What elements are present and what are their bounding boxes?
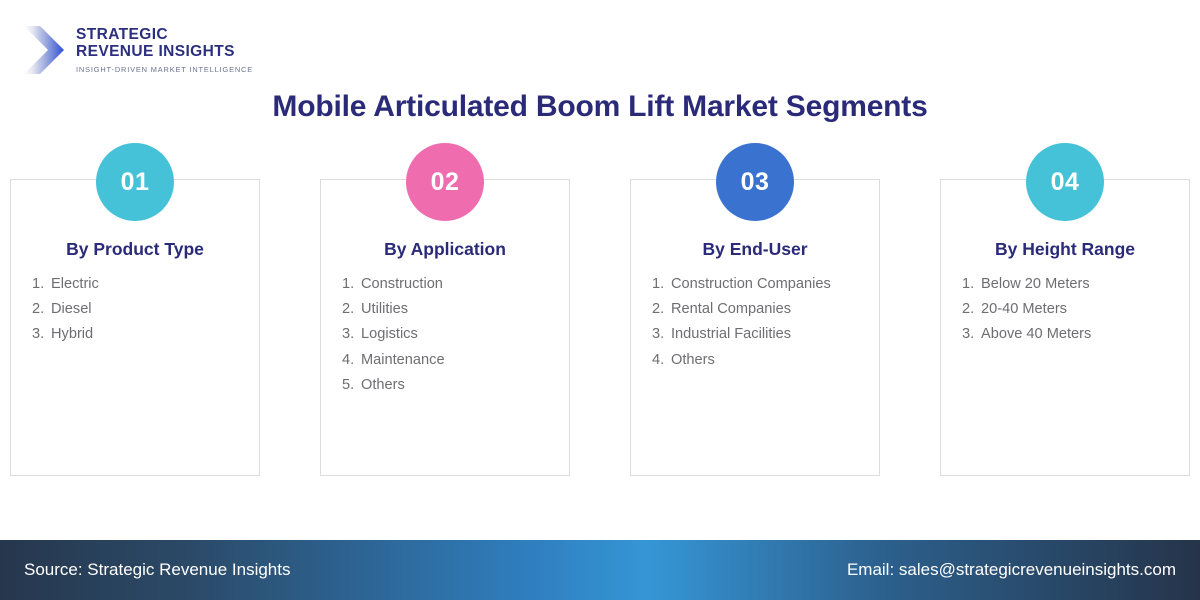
page-title: Mobile Articulated Boom Lift Market Segm… xyxy=(272,90,928,123)
list-item: 3. Hybrid xyxy=(32,322,247,347)
list-item-label: Others xyxy=(361,376,405,393)
list-item-number: 5. xyxy=(342,376,355,393)
brand-name: STRATEGIC REVENUE INSIGHTS xyxy=(76,25,235,60)
list-item-number: 1. xyxy=(652,276,665,292)
list-item-number: 3. xyxy=(32,326,45,343)
list-item: 3. Logistics xyxy=(342,322,557,347)
list-item-number: 2. xyxy=(962,301,975,318)
list-item-number: 1. xyxy=(962,276,975,292)
list-item-number: 3. xyxy=(342,326,355,343)
segment-item-list: 1. Construction Companies 2. Rental Compan… xyxy=(652,272,867,373)
list-item: 3. Above 40 Meters xyxy=(962,322,1177,347)
list-item-number: 4. xyxy=(342,351,355,368)
list-item: 1. Electric xyxy=(32,272,247,297)
segment-number-badge: 02 xyxy=(406,143,484,221)
list-item-label: Utilities xyxy=(361,301,409,318)
list-item: 1. Below 20 Meters xyxy=(962,272,1177,297)
list-item-label: Hybrid xyxy=(51,326,94,343)
list-item-number: 2. xyxy=(652,301,665,318)
list-item: 3. Industrial Facilities xyxy=(652,322,867,347)
list-item-label: Others xyxy=(671,351,715,368)
list-item-label: Below 20 Meters xyxy=(981,276,1090,292)
segment-card: 01 By Product Type 1. Electric 2. Diesel 3… xyxy=(10,143,260,476)
list-item-number: 4. xyxy=(652,351,665,368)
brand-logo-text: STRATEGIC REVENUE INSIGHTS INSIGHT-DRIVE… xyxy=(76,26,253,75)
list-item: 2. 20-40 Meters xyxy=(962,297,1177,322)
list-item-label: Industrial Facilities xyxy=(671,326,792,343)
brand-tagline: INSIGHT-DRIVEN MARKET INTELLIGENCE xyxy=(76,65,254,75)
list-item: 4. Others xyxy=(652,348,867,373)
list-item: 2. Rental Companies xyxy=(652,297,867,322)
segment-heading: By Height Range xyxy=(994,239,1136,259)
segment-item-list: 1. Electric 2. Diesel 3. Hybrid xyxy=(32,272,247,348)
list-item-number: 1. xyxy=(342,276,355,292)
brand-logo: STRATEGIC REVENUE INSIGHTS INSIGHT-DRIVE… xyxy=(22,18,253,82)
segment-heading: By Application xyxy=(384,239,506,259)
segment-heading: By Product Type xyxy=(66,239,204,259)
list-item: 1. Construction Companies xyxy=(652,272,867,297)
list-item-number: 2. xyxy=(342,301,355,318)
segment-card-group: 01 By Product Type 1. Electric 2. Diesel 3… xyxy=(10,143,1190,476)
segment-card: 02 By Application 1. Construction 2. Utili… xyxy=(320,143,570,476)
list-item-label: Maintenance xyxy=(361,351,445,368)
list-item-label: Construction xyxy=(361,276,443,292)
segment-number-badge: 04 xyxy=(1026,143,1104,221)
footer-bar: Source: Strategic Revenue Insights Email… xyxy=(0,540,1200,600)
list-item-label: Diesel xyxy=(51,301,92,318)
segment-heading: By End-User xyxy=(702,239,808,259)
list-item-number: 2. xyxy=(32,301,45,318)
segment-item-list: 1. Construction 2. Utilities 3. Logistics 4… xyxy=(342,272,557,398)
list-item-number: 3. xyxy=(962,326,975,343)
list-item-label: Logistics xyxy=(361,326,418,343)
list-item-number: 3. xyxy=(652,326,665,343)
chevron-arrow-icon xyxy=(24,26,64,74)
list-item-label: 20-40 Meters xyxy=(981,301,1067,318)
footer-email: Email: sales@strategicrevenueinsights.co… xyxy=(846,560,1176,579)
list-item-label: Above 40 Meters xyxy=(981,326,1092,343)
segment-item-list: 1. Below 20 Meters 2. 20-40 Meters 3. Above… xyxy=(962,272,1177,348)
list-item-label: Construction Companies xyxy=(671,276,831,292)
list-item-label: Electric xyxy=(51,276,99,292)
list-item: 2. Utilities xyxy=(342,297,557,322)
list-item-number: 1. xyxy=(32,276,45,292)
list-item: 1. Construction xyxy=(342,272,557,297)
list-item-label: Rental Companies xyxy=(671,301,792,318)
segment-card: 03 By End-User 1. Construction Companies … xyxy=(630,143,880,476)
list-item: 4. Maintenance xyxy=(342,348,557,373)
list-item: 5. Others xyxy=(342,373,557,398)
list-item: 2. Diesel xyxy=(32,297,247,322)
footer-source: Source: Strategic Revenue Insights xyxy=(24,560,291,579)
segment-number-badge: 03 xyxy=(716,143,794,221)
segment-number-badge: 01 xyxy=(96,143,174,221)
segment-card: 04 By Height Range 1. Below 20 Meters 2. 2… xyxy=(940,143,1190,476)
